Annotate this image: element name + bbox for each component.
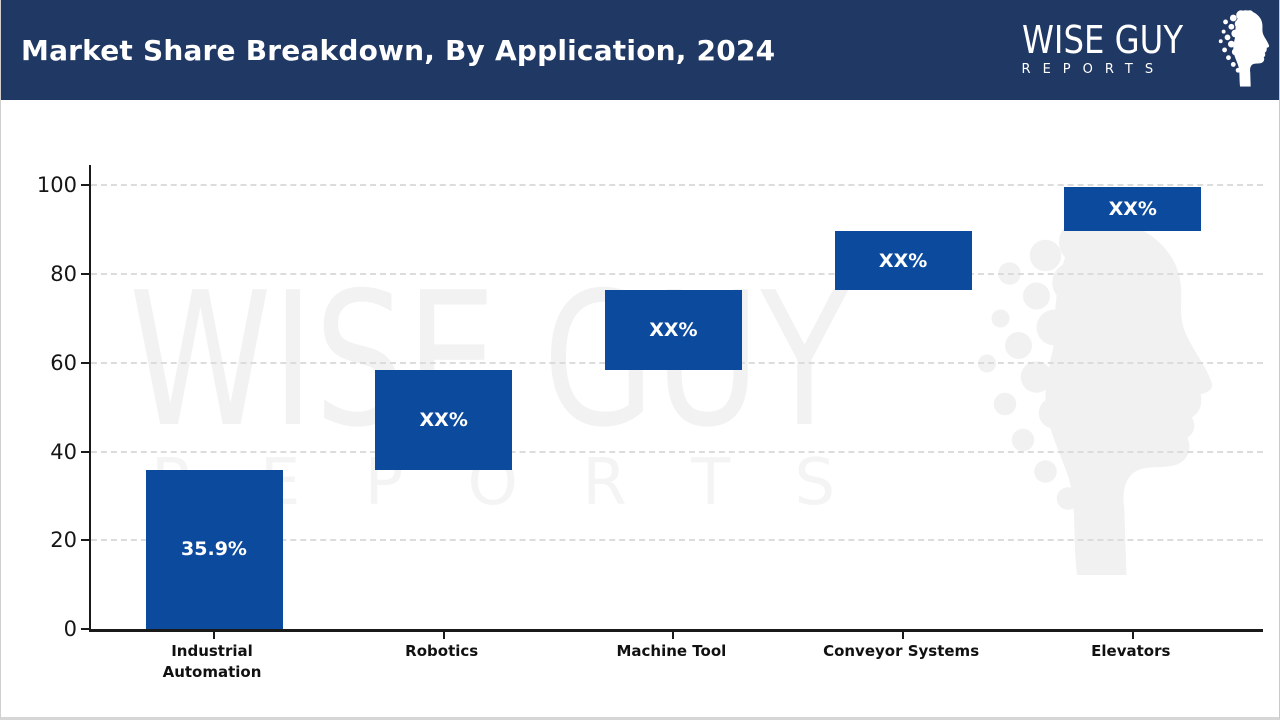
gridline-40 bbox=[91, 450, 1263, 453]
y-tick-mark-80 bbox=[81, 273, 91, 276]
logo-wise-guy-label: WISE GUY bbox=[1021, 17, 1183, 62]
y-tick-mark-40 bbox=[81, 450, 91, 453]
x-tick-label-4: Conveyor Systems bbox=[823, 642, 980, 660]
wiseguy-logo-text: WISE GUY REPORTS bbox=[1022, 20, 1211, 77]
bar-industrial-automation: 35.9% bbox=[145, 469, 283, 629]
y-tick-label-60: 60 bbox=[50, 350, 77, 375]
bar-value-label: XX% bbox=[878, 249, 928, 272]
gridline-100 bbox=[91, 184, 1263, 187]
x-tick-mark-3 bbox=[672, 632, 675, 639]
bar-machine-tool: XX% bbox=[604, 290, 742, 371]
x-tick-mark-1 bbox=[213, 632, 215, 639]
bar-value-label: 35.9% bbox=[181, 538, 247, 561]
x-tick-mark-4 bbox=[902, 632, 905, 639]
y-tick-label-40: 40 bbox=[50, 439, 77, 464]
y-tick-mark-100 bbox=[81, 184, 91, 187]
logo-reports-label: REPORTS bbox=[1021, 61, 1166, 77]
x-axis-labels: Industrial Automation Robotics Machine Too… bbox=[89, 641, 1261, 701]
bar-elevators: XX% bbox=[1064, 186, 1202, 232]
x-tick-mark-2 bbox=[442, 632, 445, 639]
wiseguy-logo: WISE GUY REPORTS bbox=[1022, 6, 1271, 90]
y-tick-label-100: 100 bbox=[36, 173, 77, 198]
wiseguy-head-icon bbox=[1213, 6, 1271, 90]
x-tick-label-3: Machine Tool bbox=[616, 642, 727, 660]
y-tick-mark-60 bbox=[81, 361, 91, 364]
x-tick-label-1: Industrial Automation bbox=[162, 642, 262, 681]
bar-robotics: XX% bbox=[375, 370, 513, 470]
bar-conveyor-systems: XX% bbox=[834, 231, 972, 291]
plot-area: 0 20 40 60 80 100 35.9% XX% XX% XX% XX% bbox=[37, 165, 1263, 641]
bar-value-label: XX% bbox=[419, 409, 468, 432]
gridline-80 bbox=[91, 273, 1263, 276]
y-tick-label-0: 0 bbox=[63, 617, 77, 641]
y-tick-mark-20 bbox=[81, 539, 91, 542]
x-tick-mark-5 bbox=[1131, 632, 1134, 639]
header-bar: Market Share Breakdown, By Application, … bbox=[1, 0, 1279, 100]
y-tick-label-80: 80 bbox=[50, 262, 77, 287]
bar-value-label: XX% bbox=[1108, 197, 1157, 220]
y-tick-mark-0 bbox=[81, 628, 91, 630]
y-tick-label-20: 20 bbox=[50, 528, 77, 553]
page-title: Market Share Breakdown, By Application, … bbox=[21, 33, 776, 67]
gridline-20 bbox=[91, 539, 1263, 542]
bar-value-label: XX% bbox=[649, 319, 698, 342]
x-tick-label-2: Robotics bbox=[405, 642, 479, 660]
x-tick-label-5: Elevators bbox=[1091, 642, 1171, 660]
